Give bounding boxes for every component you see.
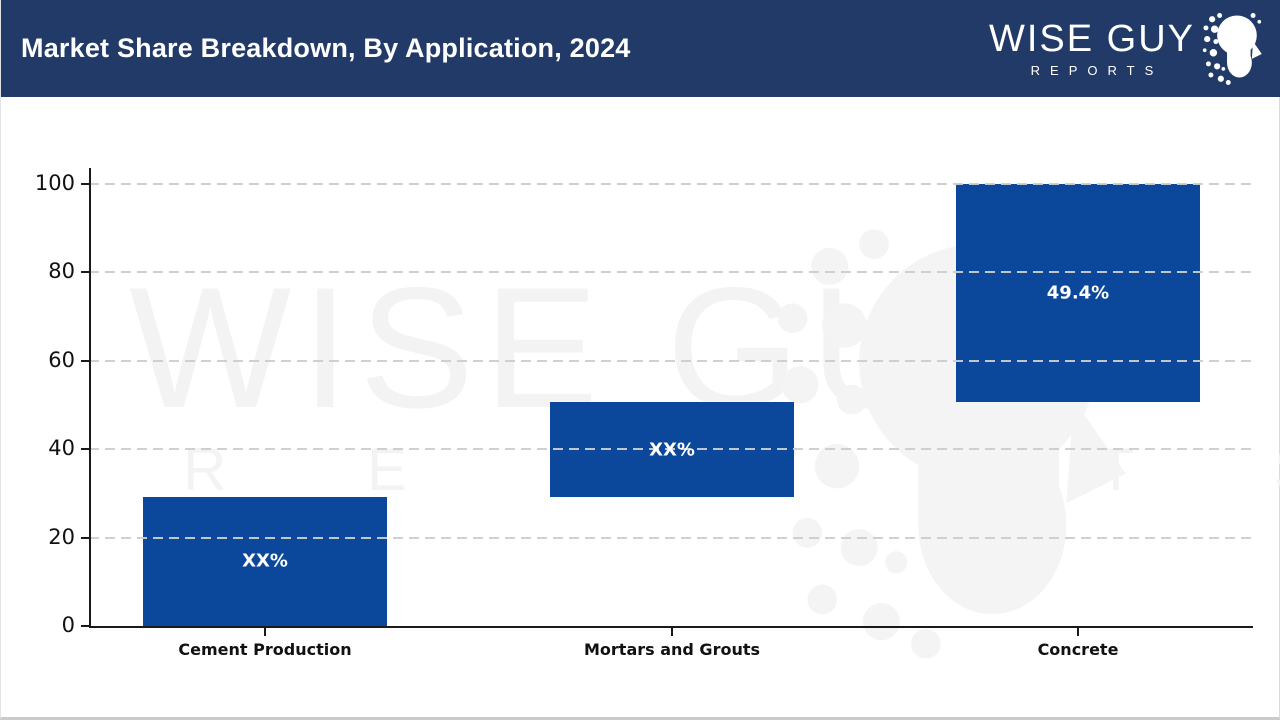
x-axis-tick xyxy=(264,628,266,636)
y-gridline xyxy=(89,448,1253,451)
y-axis-tick-label: 0 xyxy=(61,613,75,637)
y-axis-tick-label: 20 xyxy=(48,524,75,549)
y-gridline xyxy=(89,536,1253,539)
page-title: Market Share Breakdown, By Application, … xyxy=(21,33,631,63)
y-axis-tick xyxy=(81,448,89,451)
bar-segment xyxy=(956,184,1200,403)
bar-value-label: 49.4% xyxy=(1046,282,1110,304)
y-axis-line xyxy=(89,168,91,628)
bar-value-label: XX% xyxy=(242,550,288,572)
y-axis-tick xyxy=(81,625,89,627)
brand-subname: REPORTS xyxy=(1030,63,1164,78)
y-gridline xyxy=(89,271,1253,274)
y-gridline xyxy=(89,359,1253,362)
y-axis-tick-label: 40 xyxy=(48,436,75,461)
x-axis-tick xyxy=(671,628,673,636)
y-axis-tick-label: 80 xyxy=(48,259,75,284)
x-axis-category-label: Mortars and Grouts xyxy=(583,640,761,659)
y-axis-tick xyxy=(81,183,89,185)
y-axis-tick xyxy=(81,359,89,362)
y-axis-tick xyxy=(81,536,89,539)
bar-value-label: XX% xyxy=(649,439,695,461)
x-axis-tick xyxy=(1077,628,1079,636)
y-axis-tick-label: 60 xyxy=(48,347,75,372)
y-gridline xyxy=(89,183,1253,185)
brand-name: WISE GUY xyxy=(988,18,1195,60)
bar-segment xyxy=(143,496,387,626)
y-axis-tick xyxy=(81,271,89,274)
x-axis-category-label: Concrete xyxy=(1037,640,1119,659)
brand-logo: WISE GUY REPORTS xyxy=(989,11,1263,87)
x-axis-category-label: Cement Production xyxy=(178,640,352,659)
brand-logo-text: WISE GUY REPORTS xyxy=(989,20,1195,77)
y-axis-tick-label: 100 xyxy=(34,171,75,195)
x-axis-line xyxy=(89,626,1253,628)
header-bar: Market Share Breakdown, By Application, … xyxy=(1,0,1280,97)
